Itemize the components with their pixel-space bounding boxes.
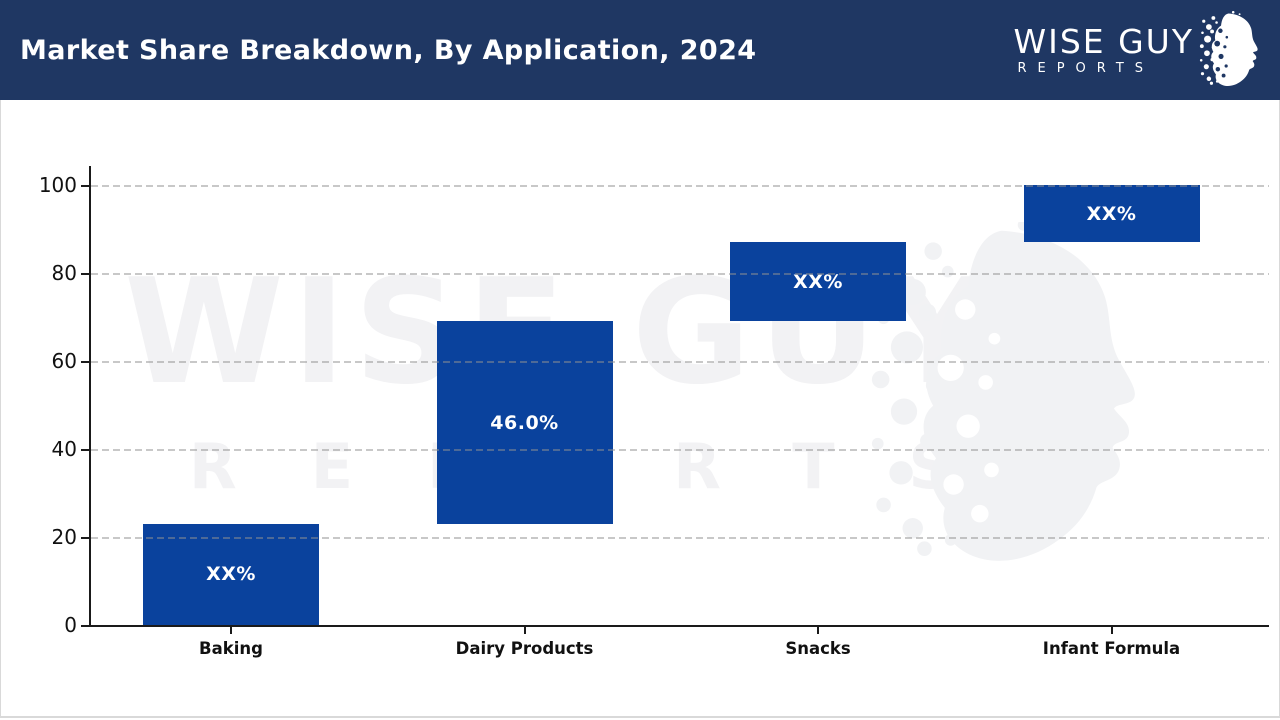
header-bar: Market Share Breakdown, By Application, … (0, 0, 1280, 100)
x-tick-label-0: Baking (199, 639, 263, 658)
y-tick-label-60: 60 (51, 349, 77, 373)
gridline-20 (91, 537, 1269, 539)
y-tick-60 (81, 361, 89, 363)
x-axis-line (89, 625, 1269, 627)
y-tick-0 (81, 625, 89, 627)
brand-name: WISE GUY (1013, 21, 1194, 61)
bar-baking: XX% (143, 523, 319, 625)
y-tick-40 (81, 449, 89, 451)
gridline-60 (91, 361, 1269, 363)
x-tick-label-1: Dairy Products (455, 639, 594, 658)
y-tick-label-40: 40 (51, 437, 77, 461)
bar-dairy-products: 46.0% (436, 321, 613, 524)
x-tick-1 (523, 627, 526, 634)
bar-value-label: 46.0% (490, 411, 559, 434)
y-tick-20 (81, 537, 89, 539)
gridline-100 (91, 185, 1269, 187)
brand-face-icon (1198, 11, 1262, 89)
x-tick-3 (1110, 627, 1113, 634)
y-tick-label-20: 20 (51, 525, 77, 549)
y-tick-label-80: 80 (51, 261, 77, 285)
x-tick-0 (230, 627, 232, 634)
y-tick-80 (81, 273, 89, 275)
x-tick-label-2: Snacks (785, 639, 851, 658)
x-tick-label-3: Infant Formula (1042, 639, 1181, 658)
bar-value-label: XX% (1086, 202, 1137, 225)
page-title: Market Share Breakdown, By Application, … (20, 34, 757, 66)
gridline-80 (91, 273, 1269, 275)
y-tick-100 (81, 185, 89, 187)
x-tick-2 (817, 627, 819, 634)
gridline-40 (91, 449, 1269, 451)
brand-logo: WISE GUY REPORTS (1013, 11, 1262, 89)
y-axis-line (89, 166, 91, 627)
y-tick-label-100: 100 (38, 173, 77, 197)
bar-infant-formula: XX% (1023, 185, 1200, 243)
chart-area: WISE GUY REPORTS 020406080100XX%Baking46… (0, 100, 1280, 718)
brand-subname: REPORTS (1017, 60, 1155, 76)
y-tick-label-0: 0 (64, 613, 77, 637)
bar-value-label: XX% (206, 563, 256, 586)
bar-snacks: XX% (730, 242, 906, 322)
brand-logo-text: WISE GUY REPORTS (1013, 25, 1194, 76)
bar-value-label: XX% (793, 270, 843, 293)
